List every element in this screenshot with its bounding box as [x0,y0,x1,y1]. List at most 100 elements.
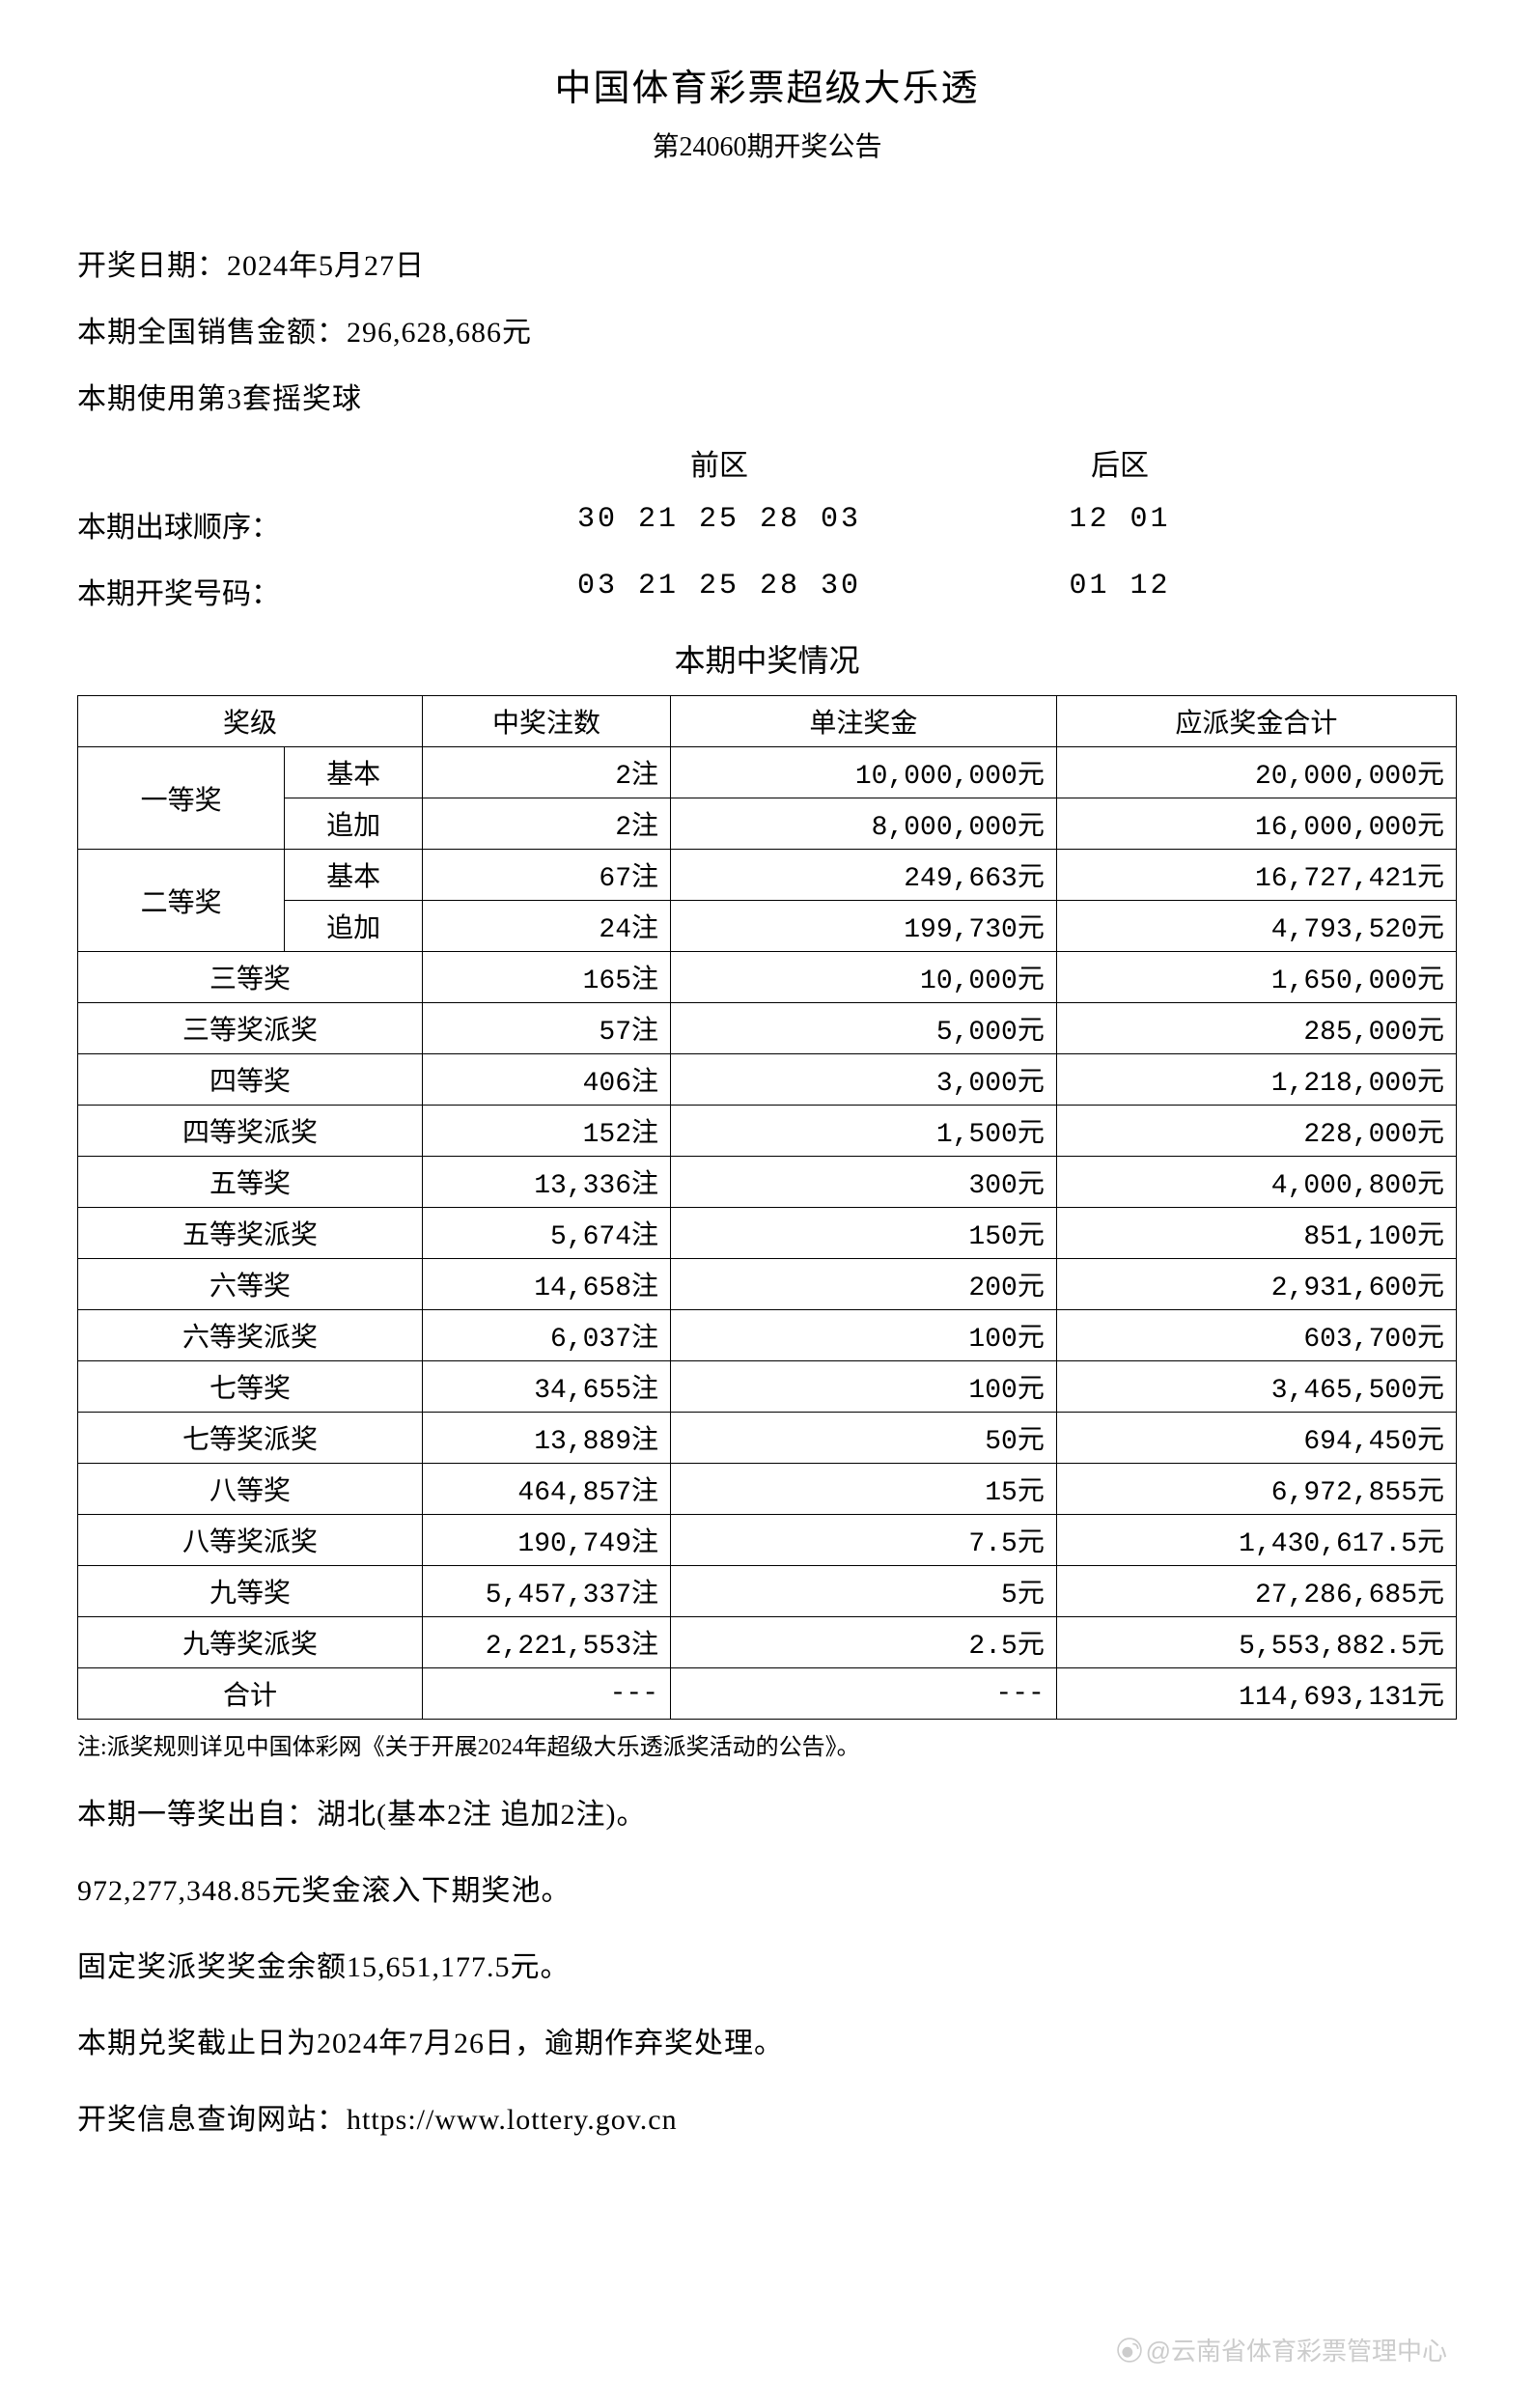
prize-amount: 150元 [671,1208,1057,1259]
table-row: 五等奖派奖5,674注150元851,100元 [78,1208,1457,1259]
prize-total: 694,450元 [1056,1413,1456,1464]
winning-label: 本期开奖号码： [77,570,502,612]
page-title: 中国体育彩票超级大乐透 [77,58,1457,111]
prize-total: 27,286,685元 [1056,1566,1456,1617]
table-total-row: 合计 --- --- 114,693,131元 [78,1668,1457,1720]
draw-order-label: 本期出球顺序： [77,503,502,546]
prize-label: 八等奖 [78,1464,423,1515]
prize1-addon-count: 2注 [422,798,670,850]
draw-date: 开奖日期：2024年5月27日 [77,241,1457,284]
prize-count: 34,655注 [422,1361,670,1413]
prize-label: 三等奖 [78,952,423,1003]
table-row: 四等奖406注3,000元1,218,000元 [78,1054,1457,1106]
prize-amount: 50元 [671,1413,1057,1464]
prize-total: 285,000元 [1056,1003,1456,1054]
prize1-addon-label: 追加 [285,798,423,850]
table-row: 九等奖派奖2,221,553注2.5元5,553,882.5元 [78,1617,1457,1668]
prize1-addon-total: 16,000,000元 [1056,798,1456,850]
table-row: 六等奖派奖6,037注100元603,700元 [78,1310,1457,1361]
header-total: 应派奖金合计 [1056,696,1456,747]
prize-amount: 3,000元 [671,1054,1057,1106]
zone-header-row: 前区 后区 [77,441,1457,484]
table-row: 追加 24注 199,730元 4,793,520元 [78,901,1457,952]
table-row: 五等奖13,336注300元4,000,800元 [78,1157,1457,1208]
prize-table: 奖级 中奖注数 单注奖金 应派奖金合计 一等奖 基本 2注 10,000,000… [77,695,1457,1720]
prize-amount: 300元 [671,1157,1057,1208]
prize-total: 1,430,617.5元 [1056,1515,1456,1566]
prize-count: 2,221,553注 [422,1617,670,1668]
table-row: 八等奖派奖190,749注7.5元1,430,617.5元 [78,1515,1457,1566]
winning-number-row: 本期开奖号码： 03 21 25 28 30 01 12 [77,570,1457,612]
table-row: 三等奖派奖57注5,000元285,000元 [78,1003,1457,1054]
prize-count: 5,457,337注 [422,1566,670,1617]
prize-amount: 2.5元 [671,1617,1057,1668]
table-row: 八等奖464,857注15元6,972,855元 [78,1464,1457,1515]
prize-label: 四等奖派奖 [78,1106,423,1157]
total-total: 114,693,131元 [1056,1668,1456,1720]
table-row: 七等奖34,655注100元3,465,500元 [78,1361,1457,1413]
prize-total: 6,972,855元 [1056,1464,1456,1515]
prize-total: 2,931,600元 [1056,1259,1456,1310]
prize-label: 七等奖派奖 [78,1413,423,1464]
prize-count: 5,674注 [422,1208,670,1259]
prize-label: 五等奖派奖 [78,1208,423,1259]
watermark: @云南省体育彩票管理中心 [1117,2332,1447,2369]
page-subtitle: 第24060期开奖公告 [77,126,1457,164]
prize1-basic-amount: 10,000,000元 [671,747,1057,798]
bottom-line5: 开奖信息查询网站：https://www.lottery.gov.cn [77,2095,1457,2138]
prize-total: 1,650,000元 [1056,952,1456,1003]
table-row: 六等奖14,658注200元2,931,600元 [78,1259,1457,1310]
prize-amount: 1,500元 [671,1106,1057,1157]
prize-label: 七等奖 [78,1361,423,1413]
prize-count: 464,857注 [422,1464,670,1515]
prize-count: 57注 [422,1003,670,1054]
prize-total: 3,465,500元 [1056,1361,1456,1413]
table-row: 一等奖 基本 2注 10,000,000元 20,000,000元 [78,747,1457,798]
bottom-line2: 972,277,348.85元奖金滚入下期奖池。 [77,1866,1457,1909]
prize2-addon-label: 追加 [285,901,423,952]
prize-label: 四等奖 [78,1054,423,1106]
zone-front-label: 前区 [502,441,936,484]
prize2-basic-amount: 249,663元 [671,850,1057,901]
total-amount: --- [671,1668,1057,1720]
prize-total: 603,700元 [1056,1310,1456,1361]
prize-total: 1,218,000元 [1056,1054,1456,1106]
prize-count: 6,037注 [422,1310,670,1361]
prize-label: 九等奖 [78,1566,423,1617]
prize2-basic-count: 67注 [422,850,670,901]
prize-amount: 10,000元 [671,952,1057,1003]
table-header-row: 奖级 中奖注数 单注奖金 应派奖金合计 [78,696,1457,747]
draw-order-back: 12 01 [936,503,1303,546]
prize2-basic-total: 16,727,421元 [1056,850,1456,901]
watermark-text: @云南省体育彩票管理中心 [1146,2337,1447,2366]
sales-amount: 本期全国销售金额：296,628,686元 [77,308,1457,350]
prize-label: 五等奖 [78,1157,423,1208]
table-row: 四等奖派奖152注1,500元228,000元 [78,1106,1457,1157]
ball-set: 本期使用第3套摇奖球 [77,375,1457,417]
prize2-addon-amount: 199,730元 [671,901,1057,952]
prize1-label: 一等奖 [78,747,285,850]
table-row: 七等奖派奖13,889注50元694,450元 [78,1413,1457,1464]
prize-count: 13,889注 [422,1413,670,1464]
header-level: 奖级 [78,696,423,747]
prize-section-title: 本期中奖情况 [77,636,1457,681]
prize-amount: 5,000元 [671,1003,1057,1054]
header-count: 中奖注数 [422,696,670,747]
prize-label: 三等奖派奖 [78,1003,423,1054]
prize-count: 13,336注 [422,1157,670,1208]
draw-order-row: 本期出球顺序： 30 21 25 28 03 12 01 [77,503,1457,546]
prize1-basic-count: 2注 [422,747,670,798]
prize-label: 九等奖派奖 [78,1617,423,1668]
table-row: 三等奖165注10,000元1,650,000元 [78,952,1457,1003]
header-amount: 单注奖金 [671,696,1057,747]
footnote: 注:派奖规则详见中国体彩网《关于开展2024年超级大乐透派奖活动的公告》。 [77,1727,1457,1761]
prize-total: 5,553,882.5元 [1056,1617,1456,1668]
weibo-icon [1117,2338,1142,2369]
winning-back: 01 12 [936,570,1303,612]
bottom-line4: 本期兑奖截止日为2024年7月26日，逾期作弃奖处理。 [77,2019,1457,2061]
prize-label: 六等奖 [78,1259,423,1310]
prize2-addon-total: 4,793,520元 [1056,901,1456,952]
table-row: 追加 2注 8,000,000元 16,000,000元 [78,798,1457,850]
prize1-basic-total: 20,000,000元 [1056,747,1456,798]
prize-count: 152注 [422,1106,670,1157]
